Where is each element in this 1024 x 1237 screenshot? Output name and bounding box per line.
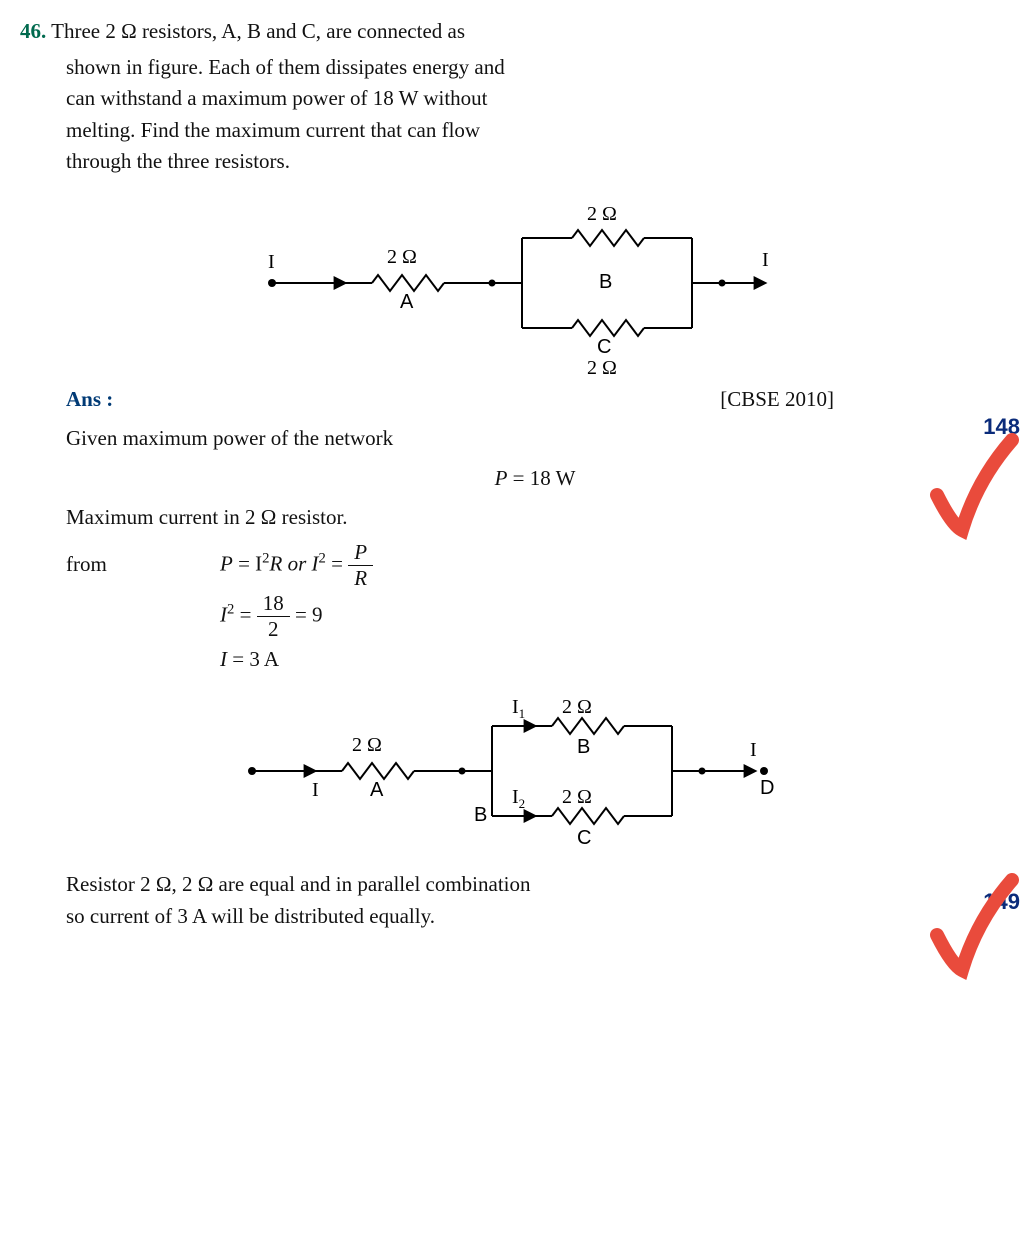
question-number: 46. xyxy=(20,19,46,43)
circuit-diagram-1: I 2 Ω A 2 Ω C 2 Ω I B xyxy=(232,188,792,378)
eq-i-3: I = 3 A xyxy=(66,644,1004,676)
svg-text:A: A xyxy=(370,779,384,801)
q-text-2: shown in figure. Each of them dissipates… xyxy=(66,52,1004,84)
sol-line2: Maximum current in 2 Ω resistor. xyxy=(66,502,1004,534)
svg-text:C: C xyxy=(577,827,591,849)
eq-p18: P = 18 W xyxy=(66,463,1004,495)
eq-i2-9: I2 = 182 = 9 xyxy=(66,593,1004,640)
a-label: A xyxy=(400,291,414,313)
tail-line2: so current of 3 A will be distributed eq… xyxy=(66,901,1004,933)
rB-label: 2 Ω xyxy=(587,203,617,225)
checkmark-icon xyxy=(922,430,1022,550)
tail-line1: Resistor 2 Ω, 2 Ω are equal and in paral… xyxy=(66,869,1004,901)
svg-text:B: B xyxy=(474,804,487,826)
q-text-3: can withstand a maximum power of 18 W wi… xyxy=(66,83,1004,115)
i-right-label: I xyxy=(762,249,769,271)
circuit-diagram-2: 2 Ω I A I1 2 Ω B B I2 2 Ω C I D xyxy=(212,681,812,861)
q-text-1: Three 2 Ω resistors, A, B and C, are con… xyxy=(46,19,465,43)
sol-line1: Given maximum power of the network xyxy=(66,423,1004,455)
svg-text:2 Ω: 2 Ω xyxy=(352,734,382,756)
svg-text:D: D xyxy=(760,777,774,799)
svg-text:I: I xyxy=(750,739,757,761)
svg-text:2 Ω: 2 Ω xyxy=(562,696,592,718)
question-line: 46. Three 2 Ω resistors, A, B and C, are… xyxy=(20,16,1004,48)
svg-text:I1: I1 xyxy=(512,696,525,721)
citation: [CBSE 2010] xyxy=(720,384,834,416)
svg-text:2 Ω: 2 Ω xyxy=(562,786,592,808)
rA-label: 2 Ω xyxy=(387,246,417,268)
q-text-5: through the three resistors. xyxy=(66,146,1004,178)
b-label: B xyxy=(599,271,612,293)
svg-text:I: I xyxy=(312,779,319,801)
answer-label: Ans : xyxy=(66,384,113,416)
svg-text:B: B xyxy=(577,736,590,758)
i-left-label: I xyxy=(268,251,275,273)
eq-pir: from P = I2R or I2 = PR xyxy=(66,542,1004,589)
checkmark-icon xyxy=(922,870,1022,990)
q-text-4: melting. Find the maximum current that c… xyxy=(66,115,1004,147)
svg-text:I2: I2 xyxy=(512,786,525,811)
c-label: C xyxy=(597,336,611,358)
rC-label: 2 Ω xyxy=(587,357,617,378)
